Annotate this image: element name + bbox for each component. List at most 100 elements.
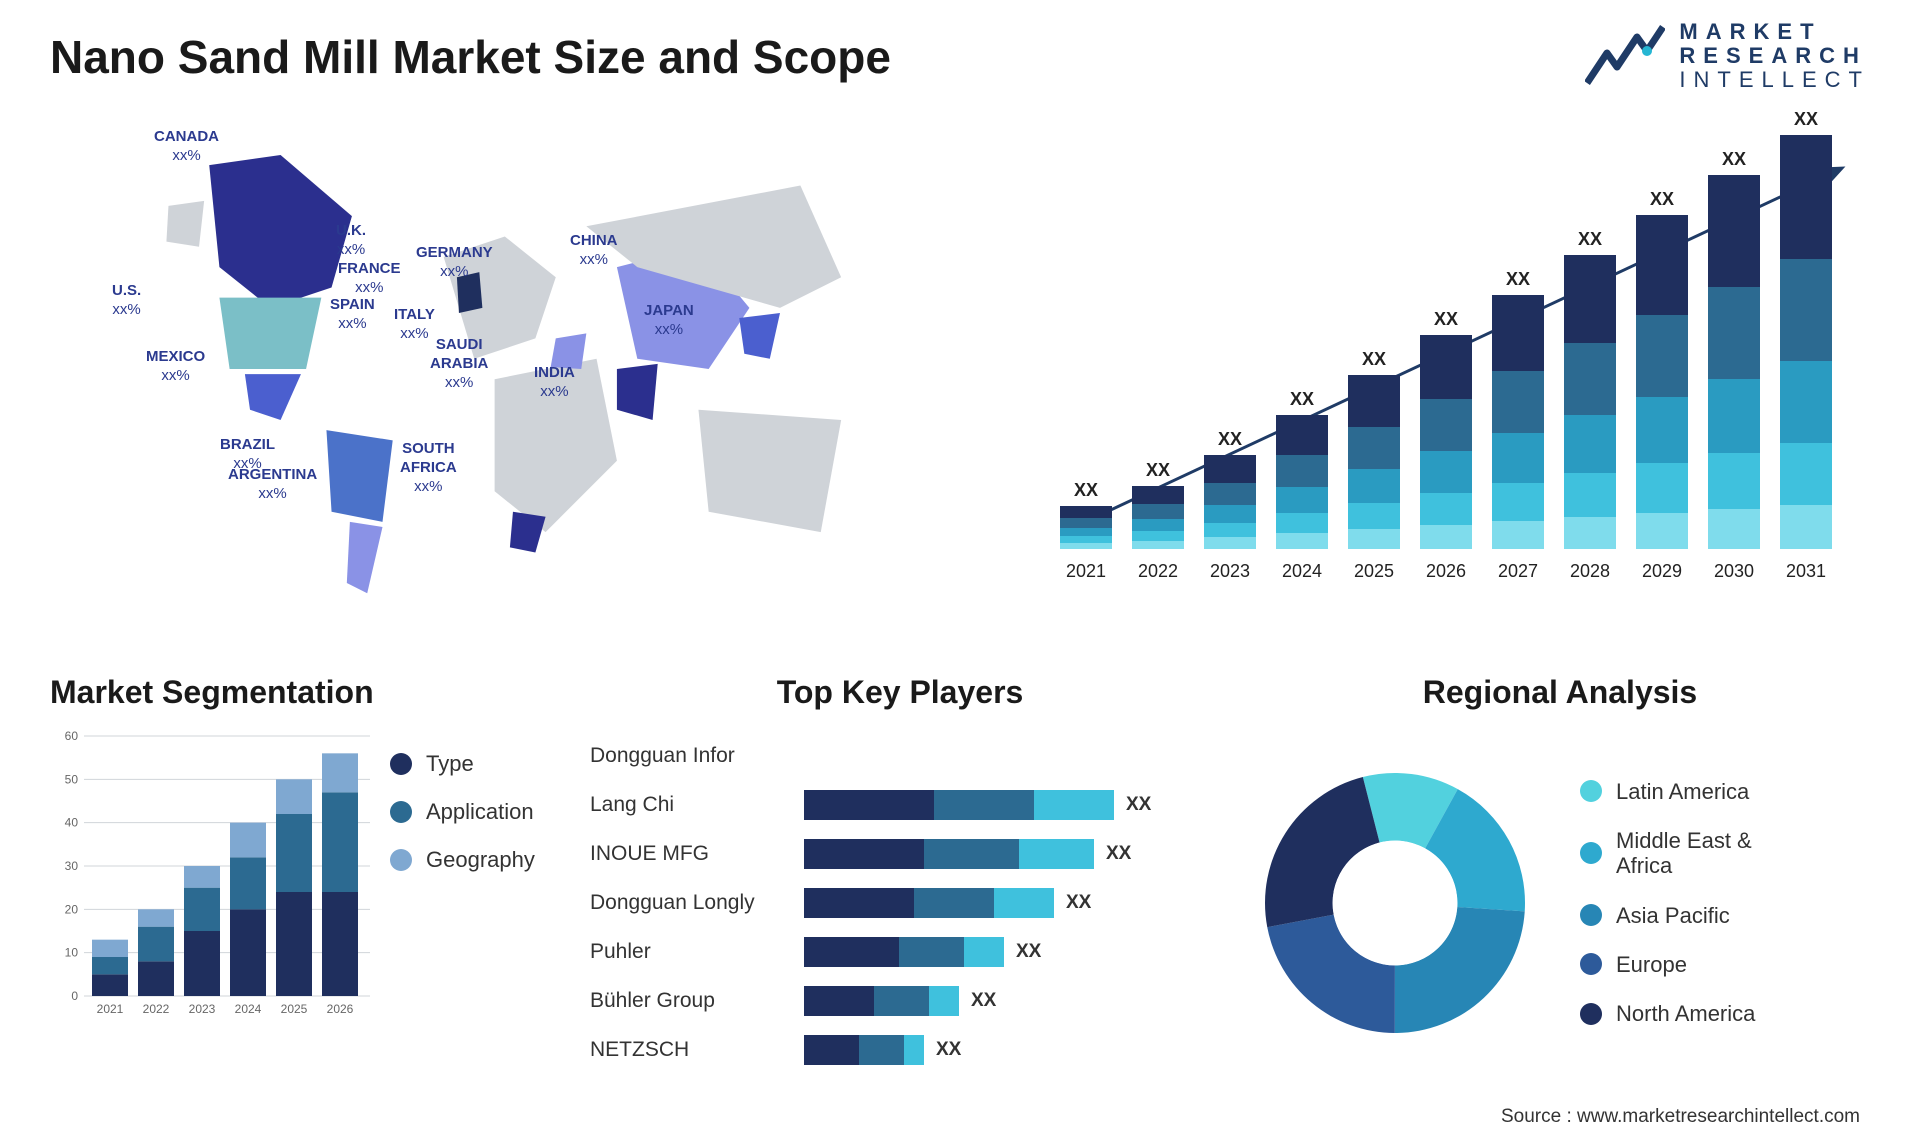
- svg-text:30: 30: [65, 859, 79, 873]
- key-player-value: XX: [1016, 941, 1041, 963]
- svg-text:60: 60: [65, 731, 79, 743]
- legend-item: Type: [390, 751, 535, 777]
- key-player-value: XX: [1066, 892, 1091, 914]
- svg-text:XX: XX: [1650, 189, 1674, 209]
- key-player-value: XX: [971, 990, 996, 1012]
- svg-text:XX: XX: [1506, 269, 1530, 289]
- legend-label: Middle East &Africa: [1616, 828, 1752, 879]
- key-player-bar: [804, 937, 1004, 967]
- key-player-name: Bühler Group: [590, 989, 790, 1013]
- key-player-segment: [804, 1035, 859, 1065]
- key-player-row: XX: [804, 1035, 1210, 1065]
- svg-text:2024: 2024: [235, 1002, 262, 1016]
- legend-item: Middle East &Africa: [1580, 828, 1755, 879]
- key-player-segment: [934, 790, 1034, 820]
- legend-item: Geography: [390, 847, 535, 873]
- world-map: CANADAxx%U.S.xx%MEXICOxx%BRAZILxx%ARGENT…: [50, 104, 980, 634]
- svg-text:2023: 2023: [189, 1002, 216, 1016]
- segmentation-title: Market Segmentation: [50, 674, 550, 711]
- svg-text:40: 40: [65, 816, 79, 830]
- legend-dot-icon: [1580, 1003, 1602, 1025]
- key-player-segment: [804, 986, 874, 1016]
- legend-item: North America: [1580, 1001, 1755, 1026]
- legend-dot-icon: [1580, 780, 1602, 802]
- key-player-segment: [859, 1035, 904, 1065]
- legend-dot-icon: [1580, 904, 1602, 926]
- legend-dot-icon: [1580, 842, 1602, 864]
- key-player-bar: [804, 790, 1114, 820]
- key-player-name: Puhler: [590, 940, 790, 964]
- key-player-segment: [804, 888, 914, 918]
- svg-text:XX: XX: [1794, 109, 1818, 129]
- key-player-value: XX: [1106, 843, 1131, 865]
- map-label: FRANCExx%: [338, 260, 401, 298]
- map-label: CANADAxx%: [154, 128, 219, 166]
- key-player-row: XX: [804, 790, 1210, 820]
- segmentation-chart: 0102030405060202120222023202420252026: [50, 731, 370, 1051]
- legend-item: Latin America: [1580, 779, 1755, 804]
- key-player-bar: [804, 839, 1094, 869]
- svg-text:XX: XX: [1074, 480, 1098, 500]
- svg-text:XX: XX: [1722, 149, 1746, 169]
- key-player-segment: [994, 888, 1054, 918]
- key-player-segment: [914, 888, 994, 918]
- map-label: U.S.xx%: [112, 282, 141, 320]
- logo-mark-icon: [1585, 23, 1665, 89]
- svg-text:2029: 2029: [1642, 561, 1682, 581]
- svg-text:2025: 2025: [281, 1002, 308, 1016]
- key-players-bars: XX XX XX XX XX XX: [804, 731, 1210, 1074]
- svg-text:0: 0: [71, 989, 78, 1003]
- key-player-value: XX: [936, 1039, 961, 1061]
- key-player-bar: [804, 1035, 924, 1065]
- svg-text:2024: 2024: [1282, 561, 1322, 581]
- map-label: MEXICOxx%: [146, 348, 205, 386]
- logo-text: MARKET RESEARCH INTELLECT: [1679, 20, 1870, 93]
- svg-text:2031: 2031: [1786, 561, 1826, 581]
- legend-dot-icon: [390, 753, 412, 775]
- key-player-segment: [1019, 839, 1094, 869]
- svg-text:XX: XX: [1290, 389, 1314, 409]
- key-players-title: Top Key Players: [590, 674, 1210, 711]
- forecast-bar-chart: XX2021XX2022XX2023XX2024XX2025XX2026XX20…: [1050, 104, 1870, 634]
- key-player-name: Dongguan Infor: [590, 744, 790, 768]
- legend-item: Application: [390, 799, 535, 825]
- map-label: INDIAxx%: [534, 364, 575, 402]
- segmentation-legend: Type Application Geography: [390, 731, 535, 1074]
- key-player-segment: [874, 986, 929, 1016]
- key-player-name: Lang Chi: [590, 793, 790, 817]
- legend-label: Latin America: [1616, 779, 1749, 804]
- svg-text:2021: 2021: [97, 1002, 124, 1016]
- key-player-segment: [1034, 790, 1114, 820]
- svg-text:2021: 2021: [1066, 561, 1106, 581]
- key-players-labels: Dongguan InforLang ChiINOUE MFGDongguan …: [590, 731, 790, 1074]
- key-player-segment: [964, 937, 1004, 967]
- regional-legend: Latin America Middle East &Africa Asia Pac…: [1580, 779, 1755, 1027]
- svg-text:XX: XX: [1578, 229, 1602, 249]
- key-player-segment: [899, 937, 964, 967]
- svg-text:2025: 2025: [1354, 561, 1394, 581]
- legend-dot-icon: [1580, 953, 1602, 975]
- key-player-segment: [929, 986, 959, 1016]
- map-label: GERMANYxx%: [416, 244, 493, 282]
- svg-text:2030: 2030: [1714, 561, 1754, 581]
- legend-label: North America: [1616, 1001, 1755, 1026]
- key-player-row: [804, 741, 1210, 771]
- key-player-value: XX: [1126, 794, 1151, 816]
- key-player-row: XX: [804, 839, 1210, 869]
- key-player-segment: [924, 839, 1019, 869]
- key-players-panel: Top Key Players Dongguan InforLang ChiIN…: [590, 674, 1210, 1074]
- legend-label: Asia Pacific: [1616, 903, 1730, 928]
- legend-dot-icon: [390, 801, 412, 823]
- svg-text:2026: 2026: [327, 1002, 354, 1016]
- legend-label: Europe: [1616, 952, 1687, 977]
- map-label: SAUDIARABIAxx%: [430, 336, 488, 392]
- logo-line2: RESEARCH: [1679, 44, 1870, 68]
- key-player-bar: [804, 888, 1054, 918]
- regional-title: Regional Analysis: [1250, 674, 1870, 711]
- legend-label: Geography: [426, 847, 535, 873]
- map-label: U.K.xx%: [336, 222, 366, 260]
- svg-text:2027: 2027: [1498, 561, 1538, 581]
- key-player-segment: [804, 790, 934, 820]
- key-player-row: XX: [804, 986, 1210, 1016]
- key-player-row: XX: [804, 888, 1210, 918]
